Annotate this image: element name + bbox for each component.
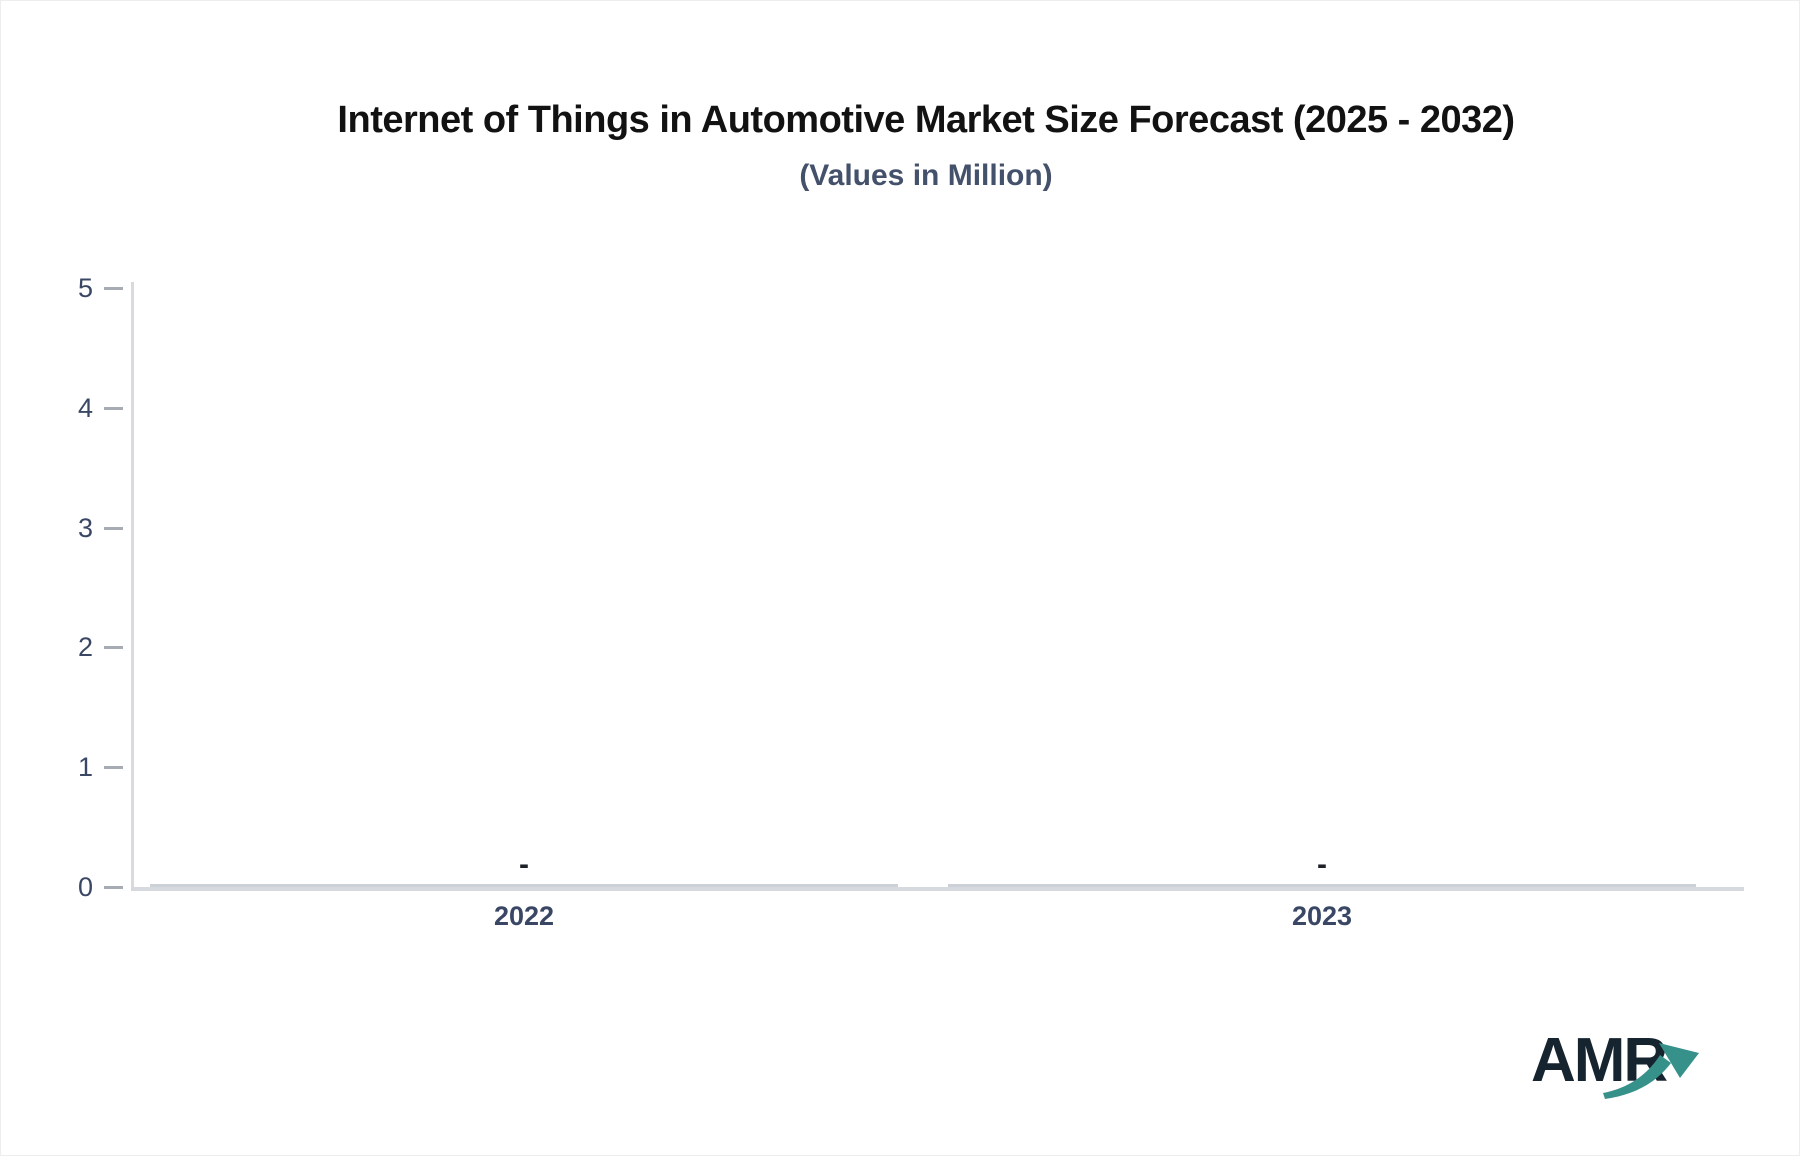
null-value-label: - bbox=[519, 848, 529, 881]
y-tick-label: 0 bbox=[77, 872, 93, 902]
y-tick-mark bbox=[104, 526, 123, 530]
y-tick-label: 1 bbox=[77, 752, 93, 783]
zero-bar bbox=[150, 884, 898, 887]
x-category-label: 2022 bbox=[493, 901, 555, 931]
chart-subtitle: (Values in Million) bbox=[799, 159, 1053, 192]
y-tick-mark bbox=[104, 406, 123, 410]
y-tick-mark bbox=[104, 287, 123, 290]
y-tick-mark bbox=[104, 886, 123, 889]
y-tick-mark bbox=[104, 766, 123, 770]
y-tick-label: 5 bbox=[77, 273, 93, 303]
x-axis-line bbox=[131, 887, 1744, 891]
growth-arrow-icon bbox=[1603, 1043, 1699, 1099]
zero-bar bbox=[948, 884, 1696, 887]
x-category-label: 2023 bbox=[1291, 901, 1353, 931]
y-axis-line bbox=[131, 282, 134, 891]
y-tick-label: 4 bbox=[77, 392, 93, 423]
amr-logo: AMR bbox=[1531, 1030, 1721, 1115]
y-tick-label: 3 bbox=[77, 512, 93, 543]
null-value-label: - bbox=[1317, 848, 1327, 881]
y-tick-mark bbox=[104, 646, 123, 650]
chart-title: Internet of Things in Automotive Market … bbox=[337, 99, 1515, 141]
y-tick-label: 2 bbox=[77, 632, 93, 663]
